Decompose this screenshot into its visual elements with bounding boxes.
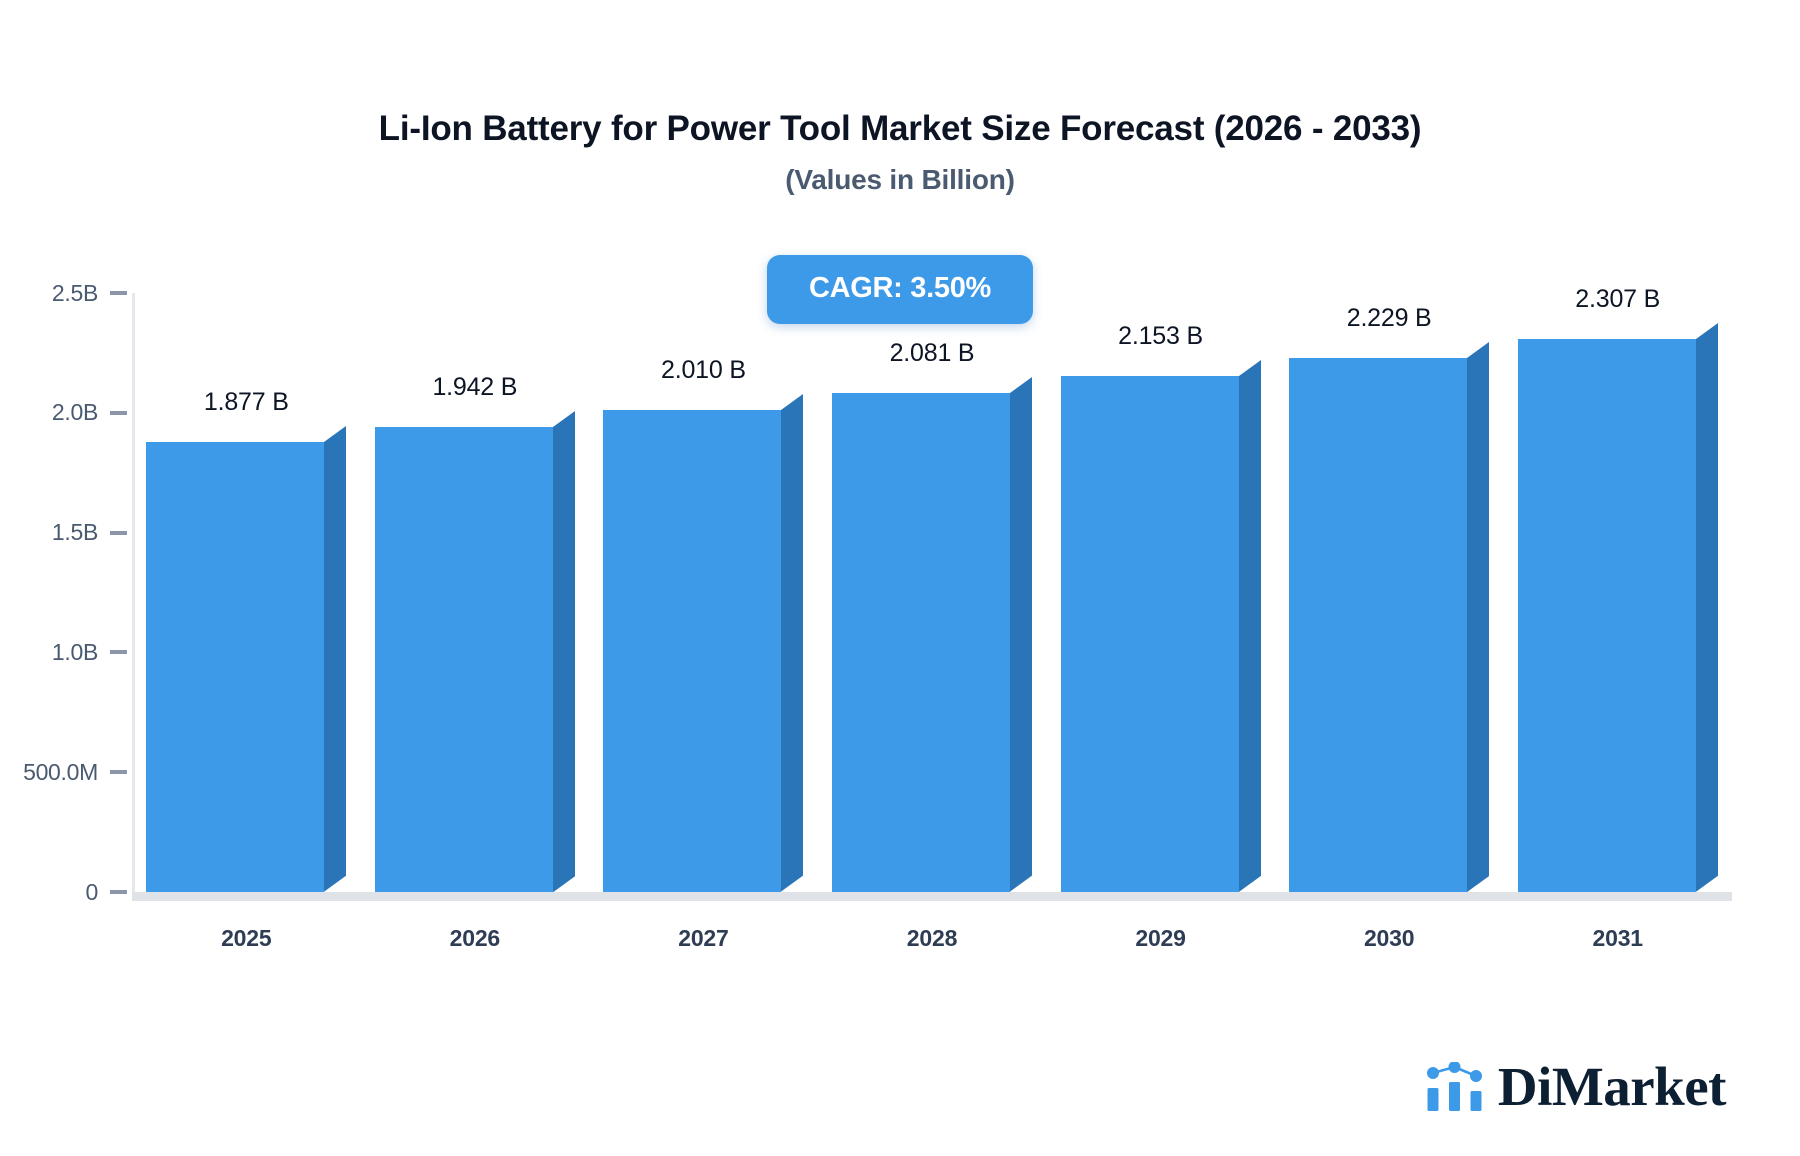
bar-face	[1517, 339, 1696, 892]
bar-2031[interactable]	[1517, 323, 1718, 892]
x-axis-label-2026: 2026	[449, 925, 501, 951]
bar-face	[146, 442, 325, 892]
chart-title: Li-Ion Battery for Power Tool Market Siz…	[378, 109, 1422, 148]
y-axis-tick-label: 500.0M	[23, 758, 98, 785]
y-axis-tick-label: 0	[85, 878, 99, 905]
y-axis-tick-label: 2.5B	[51, 279, 98, 306]
bar-value-label: 2.153 B	[1118, 322, 1203, 351]
x-axis-label-2030: 2030	[1363, 925, 1415, 951]
brand-name: DiMarket	[1497, 1056, 1727, 1117]
bar-2026[interactable]	[374, 410, 575, 892]
chart-subtitle: (Values in Billion)	[785, 164, 1015, 195]
y-axis-tick-label: 2.0B	[51, 399, 98, 426]
bar-value-label: 1.942 B	[432, 372, 518, 401]
bar-value-label: 1.877 B	[203, 388, 289, 417]
bar-side-3d	[552, 410, 575, 892]
bar-2028[interactable]	[832, 377, 1032, 892]
bar-side-3d	[1010, 377, 1032, 892]
bar-face	[832, 393, 1010, 892]
x-axis-line	[132, 892, 1732, 901]
y-axis-tick-mark	[110, 291, 127, 295]
y-axis-tick-mark	[110, 650, 127, 655]
bar-side-3d	[781, 394, 804, 892]
x-axis-label-2025: 2025	[221, 925, 272, 951]
bar-2027[interactable]	[603, 394, 804, 892]
x-axis-label-2027: 2027	[678, 925, 729, 951]
bar-face	[603, 410, 782, 892]
bar-side-3d	[1238, 360, 1261, 892]
x-axis-label-2029: 2029	[1135, 925, 1186, 951]
x-axis-label-2031: 2031	[1592, 925, 1644, 951]
cagr-badge: CAGR: 3.50%	[766, 255, 1034, 324]
bar-2030[interactable]	[1289, 341, 1490, 892]
bar-side-3d	[324, 426, 347, 892]
y-axis: 2.5B 2.0B 1.5B 1.0B 500.0M 0	[0, 280, 132, 905]
y-axis-tick-mark	[110, 530, 127, 535]
bar-side-3d	[1467, 341, 1490, 892]
bar-value-label: 2.307 B	[1575, 285, 1661, 314]
bar-face	[1289, 357, 1468, 892]
y-axis-tick-label: 1.0B	[51, 638, 98, 665]
bar-value-label: 2.229 B	[1346, 303, 1432, 332]
y-axis-line	[132, 293, 135, 893]
y-axis-tick-mark	[110, 890, 127, 894]
chart-header: Li-Ion Battery for Power Tool Market Siz…	[0, 108, 1800, 196]
brand-logo: DiMarket	[1426, 1056, 1727, 1117]
x-axis-label-2028: 2028	[906, 925, 958, 951]
bar-value-label: 2.081 B	[889, 339, 975, 368]
bar-chart-icon	[1426, 1061, 1484, 1112]
bar-2025[interactable]	[146, 426, 347, 892]
y-axis-tick-mark	[110, 770, 127, 775]
bar-2029[interactable]	[1060, 360, 1261, 892]
bar-face	[1060, 376, 1239, 892]
y-axis-tick-label: 1.5B	[51, 519, 98, 546]
bar-value-label: 2.010 B	[661, 356, 746, 385]
plot-area: 1.877 B 1.942 B 2.010 B 2.081 B 2.153 B 2.229…	[132, 280, 1732, 905]
bar-side-3d	[1695, 323, 1718, 892]
y-axis-tick-mark	[110, 410, 127, 415]
bar-face	[374, 426, 553, 892]
